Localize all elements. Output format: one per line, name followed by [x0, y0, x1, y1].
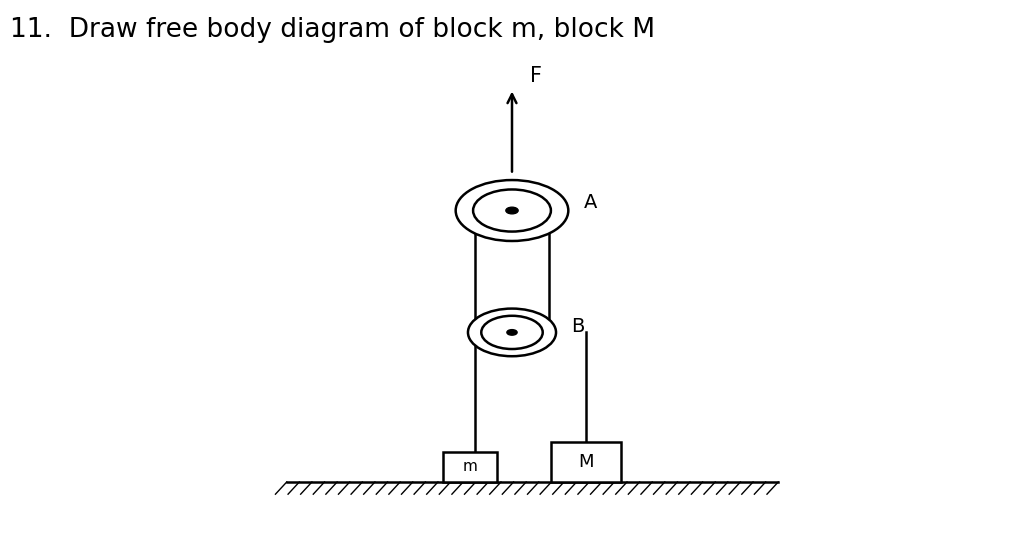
Text: F: F	[530, 66, 543, 86]
Text: m: m	[463, 459, 477, 474]
Circle shape	[507, 330, 517, 335]
Circle shape	[456, 180, 568, 241]
Text: M: M	[578, 453, 594, 471]
Bar	[443, 452, 497, 482]
Text: 11.  Draw free body diagram of block m, block M: 11. Draw free body diagram of block m, b…	[10, 17, 655, 43]
Circle shape	[506, 207, 518, 214]
Circle shape	[468, 309, 556, 356]
Bar	[551, 442, 621, 482]
Text: B: B	[571, 317, 585, 336]
Text: A: A	[584, 193, 597, 212]
